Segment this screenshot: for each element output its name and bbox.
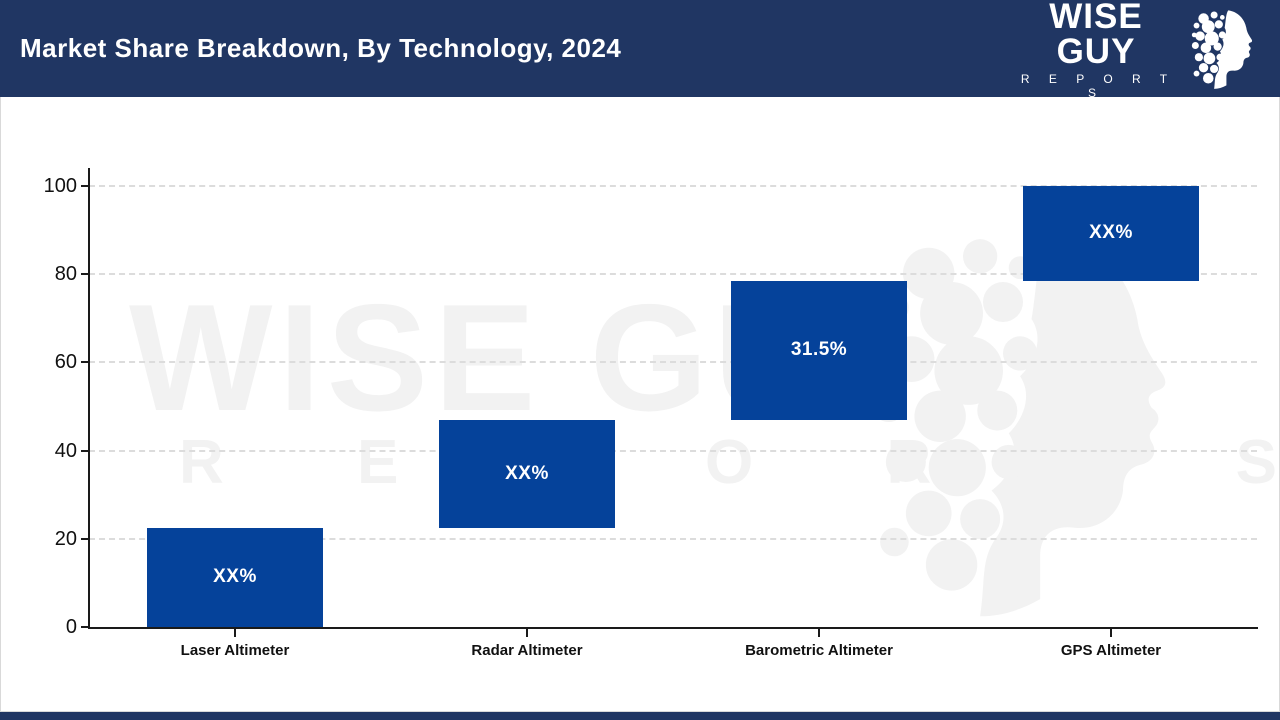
- bar-segment: 31.5%: [731, 280, 907, 420]
- y-tick-mark: [81, 449, 89, 452]
- watermark-wiseguy-text: WISE GU: [129, 273, 830, 443]
- x-tick-mark: [234, 629, 236, 637]
- y-tick-label: 0: [65, 616, 77, 638]
- logo-wiseguy-label: WISE GUY: [1049, 0, 1143, 71]
- bar-value-label: XX%: [213, 566, 257, 588]
- footer-bar: [0, 712, 1280, 720]
- logo-reports-label: R E P O R T S: [1020, 71, 1176, 100]
- y-tick-mark: [81, 626, 89, 628]
- x-tick-mark: [526, 629, 528, 637]
- y-gridline: [89, 185, 1257, 187]
- x-tick-label: Radar Altimeter: [471, 642, 583, 659]
- x-tick-mark: [1110, 629, 1112, 637]
- bar-segment: XX%: [147, 527, 323, 627]
- x-tick-label: Barometric Altimeter: [745, 642, 893, 659]
- y-tick-mark: [81, 185, 89, 187]
- bottom-rule: [1, 711, 1280, 712]
- x-axis-line: [88, 627, 1258, 629]
- y-tick-label: 80: [54, 263, 77, 286]
- bar-value-label: 31.5%: [790, 339, 848, 361]
- logo-text: WISE GUY R E P O R T S: [1006, 0, 1186, 100]
- y-gridline: [89, 449, 1257, 452]
- header-bar: Market Share Breakdown, By Technology, 2…: [0, 0, 1280, 100]
- y-tick-mark: [81, 273, 89, 276]
- y-gridline: [89, 361, 1257, 364]
- logo-head-icon: [1191, 10, 1253, 89]
- y-tick-label: 60: [54, 351, 77, 374]
- wise-guy-reports-logo: WISE GUY R E P O R T S: [1006, 0, 1266, 100]
- y-tick-label: 20: [54, 527, 77, 550]
- bar-value-label: XX%: [1089, 222, 1133, 244]
- bar-segment: XX%: [439, 419, 615, 528]
- x-tick-label: Laser Altimeter: [180, 642, 290, 659]
- y-gridline: [89, 537, 1257, 540]
- y-tick-label: 100: [43, 175, 77, 197]
- y-axis-line: [88, 168, 90, 629]
- y-gridline: [89, 273, 1257, 276]
- x-tick-mark: [818, 629, 820, 637]
- bar-value-label: XX%: [505, 462, 549, 484]
- y-tick-mark: [81, 537, 89, 540]
- x-tick-label: GPS Altimeter: [1060, 642, 1162, 659]
- bar-segment: XX%: [1023, 186, 1199, 281]
- y-tick-mark: [81, 361, 89, 364]
- y-tick-label: 40: [54, 439, 77, 462]
- chart-title: Market Share Breakdown, By Technology, 2…: [20, 33, 622, 63]
